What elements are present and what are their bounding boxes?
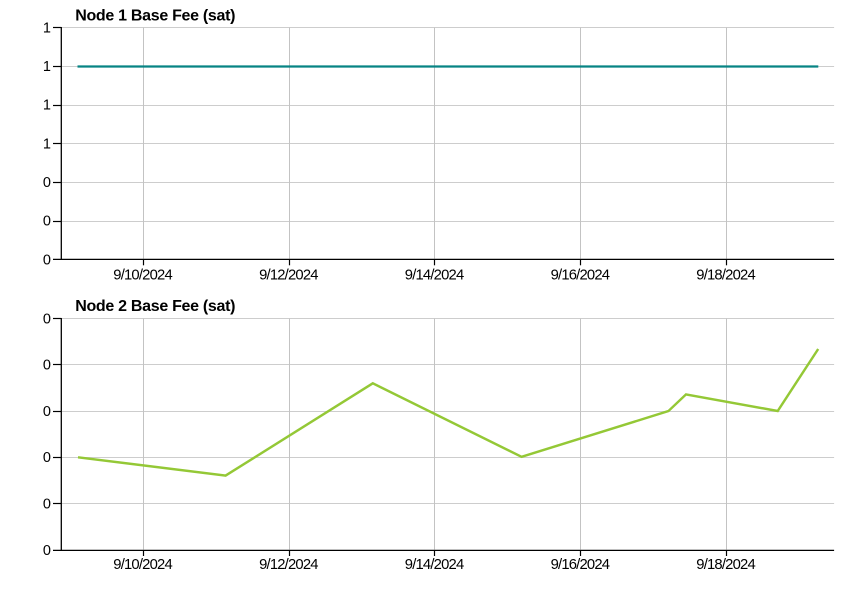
svg-text:9/16/2024: 9/16/2024 — [551, 557, 610, 573]
svg-text:0: 0 — [43, 543, 51, 559]
svg-text:0: 0 — [43, 175, 51, 191]
svg-text:Node 1 Base Fee (sat): Node 1 Base Fee (sat) — [75, 8, 235, 25]
svg-text:0: 0 — [43, 497, 51, 513]
svg-text:9/12/2024: 9/12/2024 — [259, 557, 318, 573]
svg-text:1: 1 — [43, 20, 51, 36]
svg-text:1: 1 — [43, 98, 51, 114]
svg-text:9/14/2024: 9/14/2024 — [405, 557, 464, 573]
svg-text:0: 0 — [43, 404, 51, 420]
svg-text:9/10/2024: 9/10/2024 — [113, 557, 172, 573]
svg-text:9/18/2024: 9/18/2024 — [696, 268, 755, 284]
svg-text:0: 0 — [43, 450, 51, 466]
svg-text:9/18/2024: 9/18/2024 — [696, 557, 755, 573]
svg-text:9/10/2024: 9/10/2024 — [113, 268, 172, 284]
svg-text:9/14/2024: 9/14/2024 — [405, 268, 464, 284]
svg-text:0: 0 — [43, 252, 51, 268]
svg-text:0: 0 — [43, 214, 51, 230]
svg-text:9/12/2024: 9/12/2024 — [259, 268, 318, 284]
svg-text:1: 1 — [43, 59, 51, 75]
svg-text:0: 0 — [43, 311, 51, 327]
svg-text:1: 1 — [43, 136, 51, 152]
svg-text:Node 2 Base Fee (sat): Node 2 Base Fee (sat) — [75, 298, 235, 315]
svg-text:0: 0 — [43, 358, 51, 374]
svg-text:9/16/2024: 9/16/2024 — [551, 268, 610, 284]
